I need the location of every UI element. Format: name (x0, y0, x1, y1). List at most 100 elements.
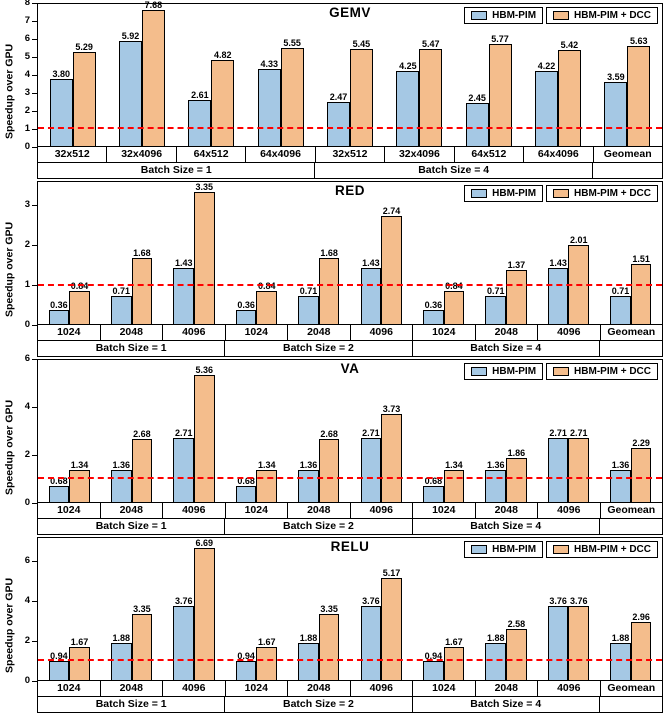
bar-hbm-pim-dcc: 5.42 (557, 40, 581, 146)
x-axis-table: 1024 2048 4096 1024 2048 4096 1024 2048 4096 Geom… (37, 503, 663, 535)
bar-hbm-pim-dcc: 0.84 (256, 281, 278, 324)
legend-swatch (471, 11, 488, 20)
bar-hbm-pim: 4.33 (257, 60, 281, 146)
bar-hbm-pim: 0.36 (48, 300, 70, 324)
y-tick-label: 4 (24, 400, 30, 412)
y-tick-label: 0 (24, 140, 30, 152)
x-category-label: 1024 (226, 325, 288, 340)
plot-area: 0.36 0.84 0.71 1.68 1.43 3.35 0.36 0.84 0.71 1.68… (37, 181, 663, 325)
x-axis-table: 1024 2048 4096 1024 2048 4096 1024 2048 4096 Geom… (37, 325, 663, 357)
x-category-label: 64x4096 (246, 147, 316, 162)
batch-group-label: Batch Size = 2 (225, 697, 413, 712)
legend-item-hbm-pim: HBM-PIM (464, 185, 544, 202)
y-axis-title: Speedup over GPU (3, 399, 16, 495)
bar-hbm-pim: 0.71 (298, 287, 319, 324)
bar-hbm-pim-dcc: 2.96 (630, 612, 652, 680)
bar-value-label: 3.76 (569, 595, 588, 606)
bar-value-label: 0.68 (424, 475, 443, 486)
bar-group: 0.94 1.67 (225, 538, 287, 680)
bar-value-label: 1.34 (70, 460, 89, 471)
bar-hbm-pim: 2.71 (547, 428, 569, 502)
bar-hbm-pim: 1.88 (111, 633, 132, 680)
y-tick-label: 1 (24, 122, 30, 134)
bar-group: 0.36 0.84 (225, 182, 287, 324)
y-tick-mark (32, 110, 37, 112)
x-category-label: 64x512 (455, 147, 525, 162)
bar-value-label: 5.47 (421, 38, 440, 49)
bar-hbm-pim-dcc: 0.84 (69, 281, 90, 324)
bar-group: 2.71 5.36 (163, 360, 225, 502)
bar-value-label: 1.67 (445, 637, 463, 648)
bar-group: 3.80 5.29 (38, 4, 107, 146)
y-tick-label: 5 (24, 50, 30, 62)
bar-hbm-pim: 0.71 (485, 287, 507, 324)
bar-group: 4.25 5.47 (385, 4, 454, 146)
x-category-label: 1024 (413, 503, 476, 518)
batch-group-label: Batch Size = 1 (38, 341, 226, 356)
bar-hbm-pim: 1.36 (485, 460, 507, 502)
x-category-label: 2048 (101, 681, 163, 696)
bar-group: 0.71 1.37 (475, 182, 537, 324)
legend-swatch (471, 545, 488, 554)
x-category-label: 1024 (226, 503, 288, 518)
bar-value-label: 3.76 (362, 595, 380, 606)
bar-group: 2.47 5.45 (315, 4, 384, 146)
bar-group: 0.71 1.51 (600, 182, 662, 324)
bar-group: 4.22 5.42 (523, 4, 592, 146)
y-tick-label: 3 (24, 86, 30, 98)
x-axis-table: 32x512 32x4096 64x512 64x4096 32x512 32x4096 6… (37, 147, 663, 179)
bar-group: 1.88 3.35 (288, 538, 350, 680)
bar-value-label: 1.86 (507, 447, 526, 458)
x-category-label: 4096 (351, 681, 413, 696)
bar-group: 1.36 1.86 (475, 360, 537, 502)
bar-hbm-pim-dcc: 5.47 (419, 39, 443, 146)
bar-groups: 0.94 1.67 1.88 3.35 3.76 6.69 0.94 1.67 1.88 3.35… (38, 538, 662, 680)
batch-group-label (600, 341, 662, 356)
bar-group: 1.36 2.29 (600, 360, 662, 502)
bar-value-label: 0.94 (50, 651, 68, 662)
y-tick-label: 6 (24, 32, 30, 44)
bar-hbm-pim: 0.94 (48, 652, 70, 680)
bar-hbm-pim: 0.68 (48, 476, 70, 502)
x-category-row: 32x512 32x4096 64x512 64x4096 32x512 32x4096 6… (38, 147, 662, 163)
x-category-label: 32x512 (316, 147, 386, 162)
y-tick-mark (32, 74, 37, 76)
x-category-label: 4096 (351, 325, 413, 340)
batch-group-label: Batch Size = 4 (315, 163, 593, 178)
x-category-label: Geomean (607, 504, 656, 516)
x-category-label: Geomean (603, 148, 652, 160)
legend-swatch (553, 367, 570, 376)
batch-group-label: Batch Size = 1 (38, 163, 316, 178)
bar-value-label: 5.55 (283, 37, 301, 48)
y-tick-mark (32, 502, 37, 504)
legend: HBM-PIM HBM-PIM + DCC (464, 541, 658, 558)
bar-hbm-pim-dcc: 0.84 (443, 281, 465, 324)
bar-group: 0.94 1.67 (412, 538, 474, 680)
x-category-label: 32x4096 (107, 147, 177, 162)
batch-group-label (600, 519, 662, 534)
bar-value-label: 3.80 (52, 68, 70, 79)
bar-value-label: 1.36 (299, 459, 318, 470)
y-tick-label: 2 (24, 238, 30, 250)
y-tick-mark (32, 406, 37, 408)
x-category-label: 2048 (288, 503, 351, 518)
bar-value-label: 5.77 (491, 33, 509, 44)
x-category-label: Geomean (607, 682, 656, 694)
bar-value-label: 2.68 (320, 428, 338, 439)
bar-value-label: 0.71 (112, 286, 131, 296)
bar-hbm-pim: 2.61 (188, 90, 212, 146)
x-category-label: 2048 (476, 503, 538, 518)
legend-item-hbm-pim: HBM-PIM (464, 541, 544, 558)
legend-item-hbm-pim: HBM-PIM (464, 7, 544, 24)
batch-group-label: Batch Size = 2 (225, 519, 413, 534)
bar-hbm-pim: 0.71 (610, 287, 631, 324)
x-category-label: 32x512 (38, 147, 108, 162)
legend-label: HBM-PIM + DCC (574, 188, 651, 199)
bar-hbm-pim-dcc: 1.67 (443, 638, 465, 680)
batch-group-label: Batch Size = 4 (413, 697, 600, 712)
bar-value-label: 1.43 (549, 257, 567, 268)
batch-group-label: Batch Size = 1 (38, 519, 226, 534)
bar-value-label: 0.94 (237, 651, 255, 662)
bar-hbm-pim: 2.47 (327, 93, 350, 146)
bar-group: 3.76 5.17 (350, 538, 412, 680)
